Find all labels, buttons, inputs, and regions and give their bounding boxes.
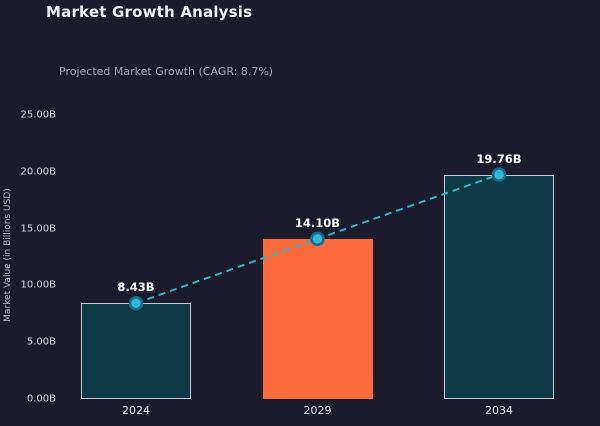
x-tick-label: 2024	[122, 404, 150, 417]
value-label: 8.43B	[117, 280, 155, 295]
chart-subtitle: Projected Market Growth (CAGR: 8.7%)	[59, 65, 274, 78]
data-point-marker	[128, 295, 144, 311]
x-tick-label: 2034	[485, 404, 513, 417]
y-tick-label: 5.00B	[26, 336, 56, 348]
data-point-marker	[310, 231, 325, 247]
bar-2024	[81, 303, 191, 399]
value-label: 19.76B	[476, 151, 522, 166]
y-tick-label: 10.00B	[20, 279, 57, 291]
bar-2029	[262, 238, 373, 399]
value-label: 14.10B	[294, 215, 341, 230]
y-tick-label: 20.00B	[20, 166, 57, 178]
data-point-marker	[491, 167, 507, 182]
x-tick-label: 2029	[303, 404, 332, 417]
y-tick-label: 0.00B	[26, 393, 56, 405]
y-tick-label: 25.00B	[20, 109, 57, 121]
y-tick-label: 15.00B	[20, 223, 57, 235]
chart-title: Market Growth Analysis	[46, 3, 253, 21]
bar-2034	[444, 174, 554, 399]
